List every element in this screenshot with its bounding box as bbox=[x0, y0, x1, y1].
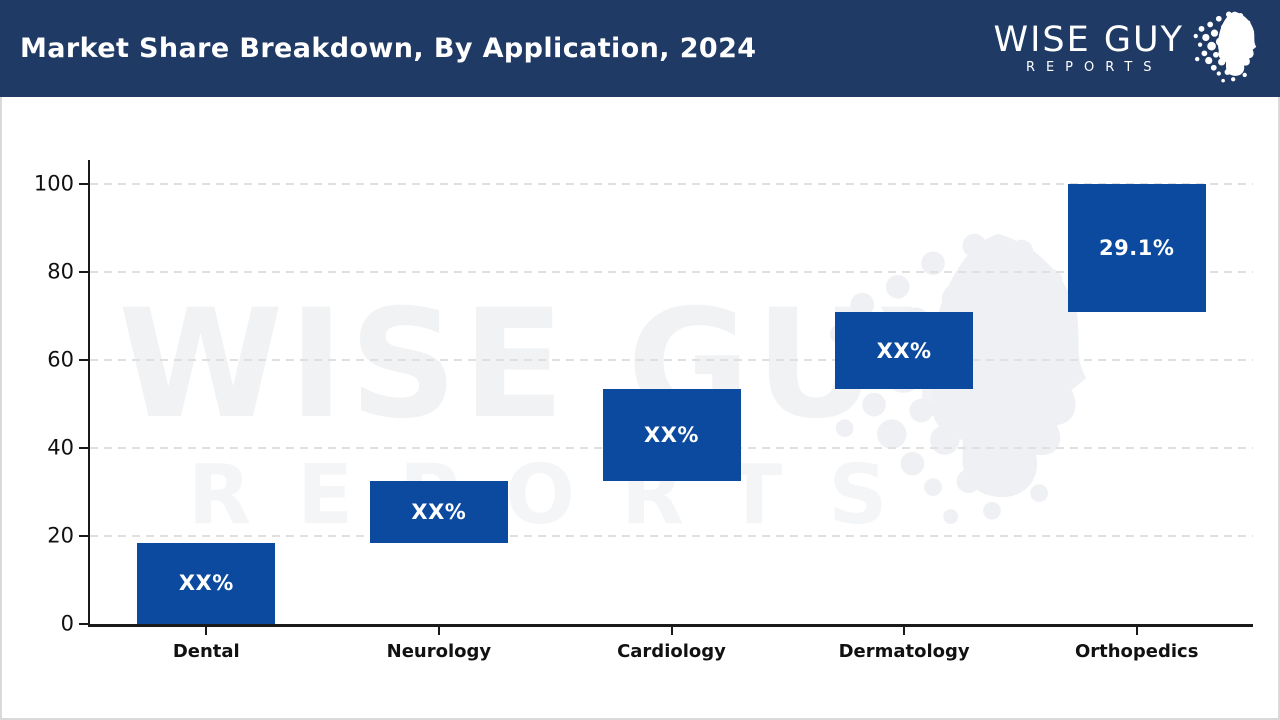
bar-value-label: XX% bbox=[178, 571, 234, 596]
bar-value-label: 29.1% bbox=[1099, 235, 1175, 260]
x-axis-category-label: Cardiology bbox=[617, 641, 726, 662]
x-axis-tick bbox=[903, 627, 906, 635]
y-gridline bbox=[90, 358, 1253, 361]
x-axis-category-label: Orthopedics bbox=[1074, 641, 1199, 662]
y-axis-tick bbox=[79, 534, 88, 537]
y-axis-tick-label: 40 bbox=[47, 435, 74, 460]
market-share-bar: 29.1% bbox=[1067, 183, 1206, 312]
brand-logo-text: WISE GUY REPORTS bbox=[993, 20, 1184, 75]
page-title: Market Share Breakdown, By Application, … bbox=[20, 33, 757, 64]
y-axis-tick-label: 100 bbox=[33, 171, 74, 196]
y-axis-tick bbox=[79, 182, 88, 185]
x-axis-tick bbox=[437, 627, 440, 635]
market-share-bar: XX% bbox=[137, 542, 276, 624]
y-axis-tick bbox=[79, 446, 88, 449]
brand-logo: WISE GUY REPORTS bbox=[993, 8, 1262, 90]
market-share-bar: XX% bbox=[602, 389, 741, 481]
market-share-bar: XX% bbox=[369, 480, 508, 543]
bar-value-label: XX% bbox=[644, 423, 699, 448]
market-share-bar: XX% bbox=[835, 311, 974, 390]
y-axis-tick-label: 0 bbox=[60, 611, 74, 636]
y-gridline bbox=[90, 182, 1253, 185]
x-axis-category-label: Neurology bbox=[386, 641, 492, 662]
y-gridline bbox=[90, 270, 1253, 273]
x-axis-tick bbox=[1135, 627, 1138, 635]
y-axis-tick-label: 20 bbox=[47, 523, 74, 548]
bar-value-label: XX% bbox=[411, 499, 467, 524]
y-axis-tick-label: 80 bbox=[47, 259, 74, 284]
header-bar: Market Share Breakdown, By Application, … bbox=[0, 0, 1280, 97]
y-gridline bbox=[90, 534, 1253, 537]
y-axis-tick bbox=[79, 270, 88, 273]
x-axis-category-label: Dermatology bbox=[838, 641, 970, 662]
brand-subname: REPORTS bbox=[1025, 60, 1163, 75]
y-axis-tick bbox=[79, 623, 88, 625]
brand-name: WISE GUY bbox=[993, 20, 1184, 60]
x-axis-tick bbox=[205, 627, 208, 635]
x-axis-category-label: Dental bbox=[172, 641, 240, 662]
y-axis-tick bbox=[79, 358, 88, 361]
brand-head-icon bbox=[1193, 11, 1257, 82]
bar-value-label: XX% bbox=[876, 338, 932, 363]
plot-area: 0 20 40 60 80 100 XX% Dental XX% Neurology XX% Card… bbox=[34, 160, 1253, 662]
y-axis-tick-label: 60 bbox=[47, 347, 74, 372]
x-axis-tick bbox=[670, 627, 673, 635]
